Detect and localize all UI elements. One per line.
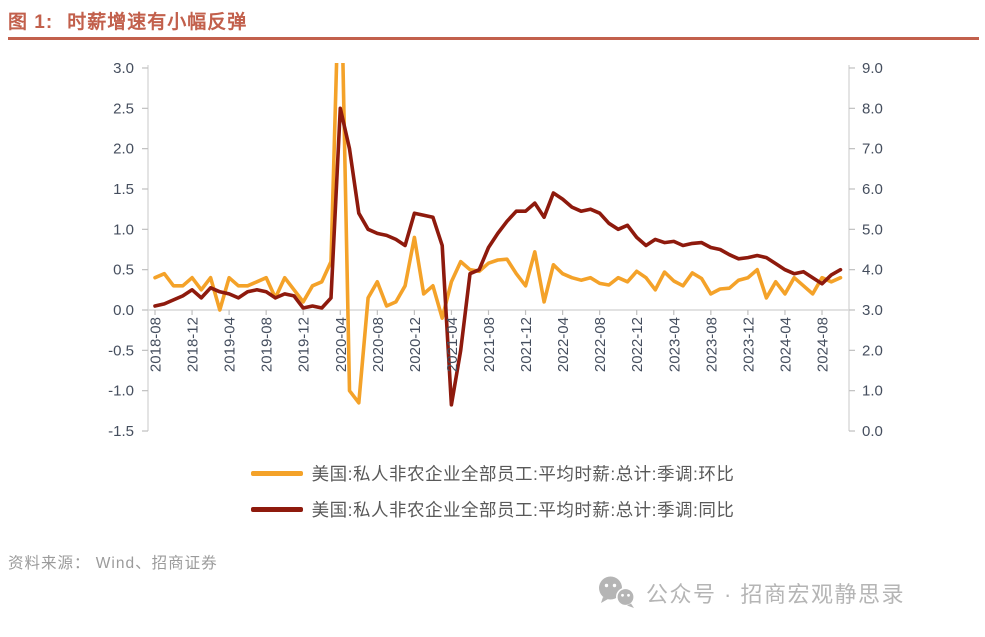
left-axis-tick-label: -1.5 <box>108 423 134 440</box>
x-axis-tick-label: 2024-04 <box>777 317 794 372</box>
x-axis-tick-label: 2020-12 <box>407 317 424 372</box>
x-axis-tick-label: 2020-04 <box>333 317 350 372</box>
legend: 美国:私人非农企业全部员工:平均时薪:总计:季调:环比 美国:私人非农企业全部员… <box>0 461 985 522</box>
right-axis-tick-label: 2.0 <box>862 342 883 359</box>
x-axis-tick-label: 2023-12 <box>740 317 757 372</box>
left-axis-tick-label: 2.0 <box>113 141 134 158</box>
left-axis-tick-label: -1.0 <box>108 383 134 400</box>
right-axis-tick-label: 3.0 <box>862 302 883 319</box>
right-axis-tick-label: 8.0 <box>862 100 883 117</box>
x-axis-tick-label: 2023-04 <box>666 317 683 372</box>
x-axis-tick-label: 2022-08 <box>592 317 609 372</box>
x-axis-tick-label: 2023-08 <box>703 317 720 372</box>
right-axis-tick-label: 1.0 <box>862 383 883 400</box>
left-axis-tick-label: 2.5 <box>113 100 134 117</box>
page-title: 图 1: 时薪增速有小幅反弹 <box>8 7 247 34</box>
wechat-icon <box>597 576 637 609</box>
wechat-footer: 公众号 · 招商宏观静思录 <box>597 576 905 609</box>
left-axis-tick-label: 1.5 <box>113 181 134 198</box>
figure-number: 图 1: <box>8 12 54 33</box>
x-axis-tick-label: 2019-12 <box>296 317 313 372</box>
yoy-line <box>153 106 843 407</box>
x-axis-tick-label: 2024-08 <box>815 317 832 372</box>
x-axis-tick-label: 2018-08 <box>148 317 165 372</box>
source-note: 资料来源： Wind、招商证券 <box>8 555 218 572</box>
right-axis-tick-label: 5.0 <box>862 221 883 238</box>
x-axis-tick-label: 2018-12 <box>185 317 202 372</box>
figure-title-text: 时薪增速有小幅反弹 <box>67 12 248 33</box>
x-axis-tick-label: 2022-04 <box>555 317 572 372</box>
x-axis-tick-label: 2019-04 <box>222 317 239 372</box>
right-axis-tick-label: 4.0 <box>862 262 883 279</box>
mom-line <box>153 63 843 405</box>
right-axis-tick-label: 9.0 <box>862 60 883 77</box>
axis-labels-layer: 3.0 2.5 2.0 1.5 1.0 0.5 0.0 -0.5 -1.0 -1.5 9.0 8.0 7… <box>108 60 883 440</box>
x-axis-tick-label: 2021-04 <box>444 317 461 372</box>
left-axis-tick-label: -0.5 <box>108 342 134 359</box>
x-axis-tick-label: 2022-12 <box>629 317 646 372</box>
wechat-label: 公众号 · 招商宏观静思录 <box>645 581 905 607</box>
x-axis-tick-label: 2021-12 <box>518 317 535 372</box>
title-underline <box>8 37 979 40</box>
right-axis-tick-label: 6.0 <box>862 181 883 198</box>
x-axis-tick-label: 2020-08 <box>370 317 387 372</box>
right-axis-tick-label: 7.0 <box>862 141 883 158</box>
legend-item-mom: 美国:私人非农企业全部员工:平均时薪:总计:季调:环比 <box>250 461 735 486</box>
wage-chart-svg: 3.0 2.5 2.0 1.5 1.0 0.5 0.0 -0.5 -1.0 -1.5 9.0 8.0 7… <box>108 60 883 440</box>
left-axis-tick-label: 3.0 <box>113 60 134 77</box>
left-axis-tick-label: 0.5 <box>113 262 134 279</box>
right-axis-tick-label: 0.0 <box>862 423 883 440</box>
legend-swatch-yoy <box>250 507 303 512</box>
legend-label-mom: 美国:私人非农企业全部员工:平均时薪:总计:季调:环比 <box>311 464 735 484</box>
legend-label-yoy: 美国:私人非农企业全部员工:平均时薪:总计:季调:同比 <box>311 500 735 520</box>
plot-area <box>153 63 843 407</box>
legend-item-yoy: 美国:私人非农企业全部员工:平均时薪:总计:季调:同比 <box>250 497 735 522</box>
x-axis-tick-label: 2021-08 <box>481 317 498 372</box>
legend-swatch-mom <box>250 471 303 476</box>
left-axis-tick-label: 0.0 <box>113 302 134 319</box>
axes-layer <box>142 65 855 432</box>
x-axis-tick-label: 2019-08 <box>259 317 276 372</box>
left-axis-tick-label: 1.0 <box>113 221 134 238</box>
